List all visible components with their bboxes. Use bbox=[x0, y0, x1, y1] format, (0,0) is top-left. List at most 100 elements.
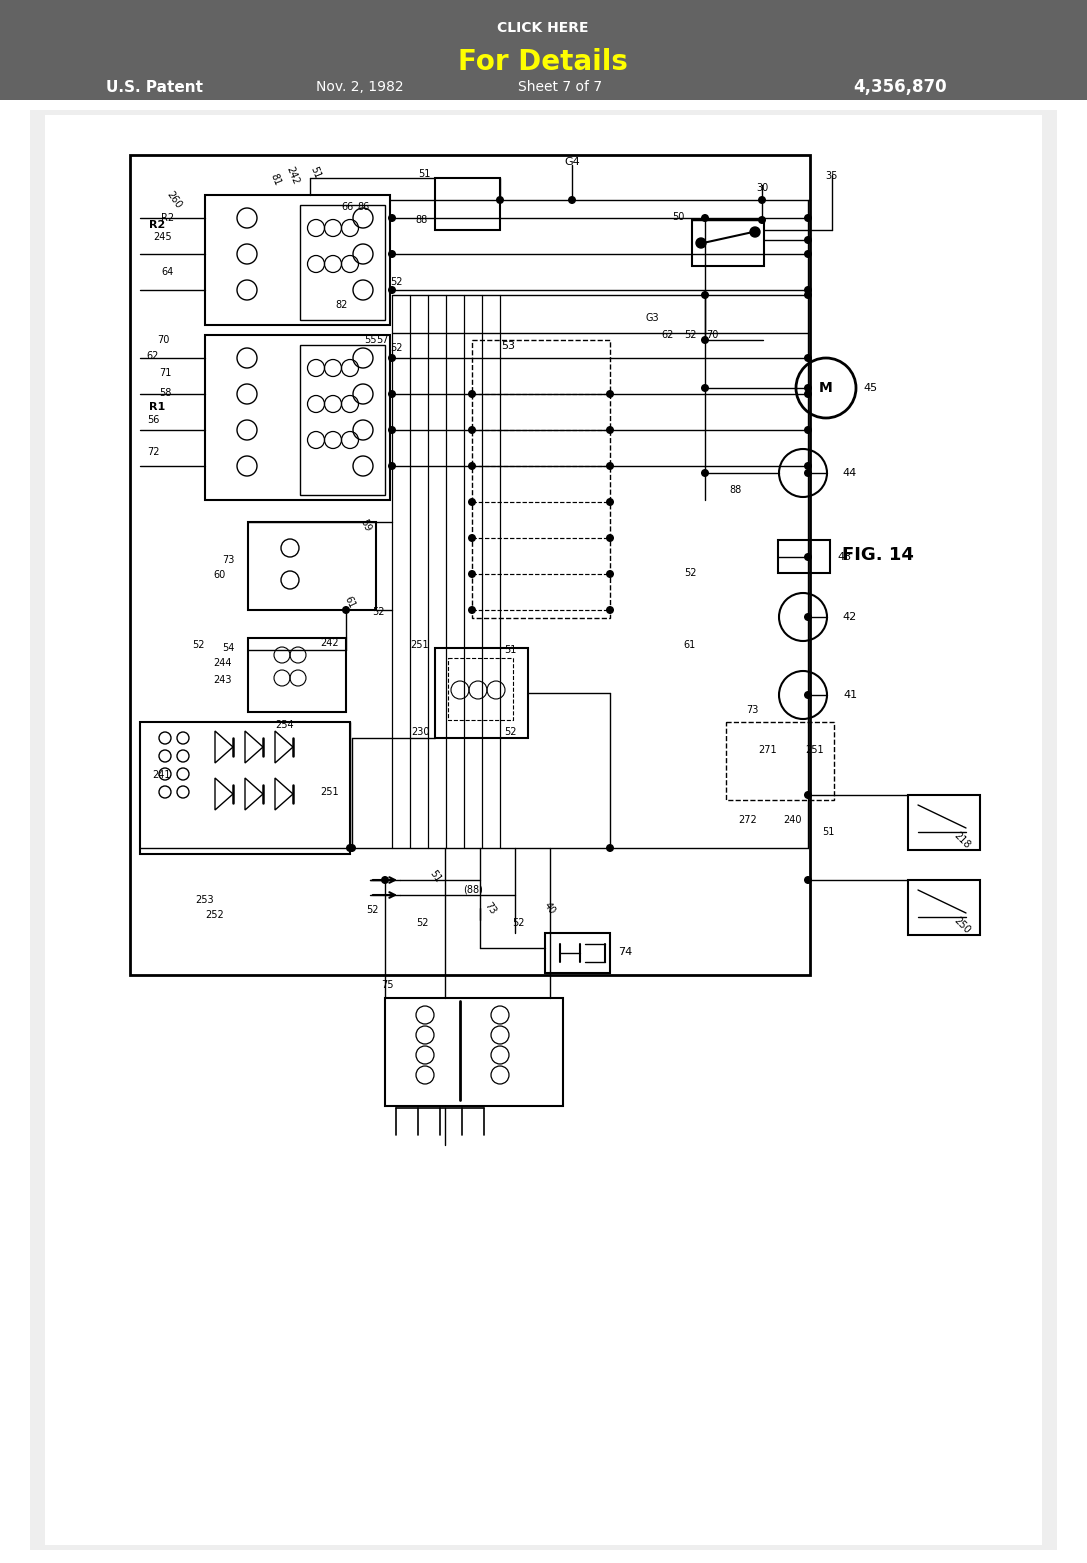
Circle shape bbox=[804, 353, 812, 363]
Circle shape bbox=[468, 535, 476, 542]
Text: 52: 52 bbox=[365, 905, 378, 914]
Text: 244: 244 bbox=[213, 658, 232, 667]
Text: 240: 240 bbox=[784, 814, 802, 825]
Circle shape bbox=[468, 463, 476, 470]
Bar bbox=[435, 649, 528, 738]
Circle shape bbox=[388, 286, 396, 294]
Text: 81: 81 bbox=[268, 172, 282, 188]
Circle shape bbox=[804, 214, 812, 222]
Text: 40: 40 bbox=[542, 900, 558, 916]
Text: 52: 52 bbox=[684, 567, 697, 578]
Text: 260: 260 bbox=[164, 189, 184, 211]
Text: 73: 73 bbox=[746, 705, 759, 714]
Bar bbox=[385, 999, 563, 1107]
Text: 245: 245 bbox=[153, 231, 173, 242]
Text: 86: 86 bbox=[357, 202, 370, 213]
Bar bbox=[778, 539, 830, 574]
Text: 250: 250 bbox=[952, 914, 972, 935]
Circle shape bbox=[758, 195, 766, 205]
Circle shape bbox=[348, 844, 357, 852]
Text: 272: 272 bbox=[739, 814, 758, 825]
Circle shape bbox=[804, 236, 812, 244]
Text: 64: 64 bbox=[162, 267, 174, 277]
Text: 52: 52 bbox=[390, 277, 402, 288]
Circle shape bbox=[346, 844, 354, 852]
Text: 35: 35 bbox=[826, 170, 838, 181]
Text: 243: 243 bbox=[213, 675, 232, 685]
Text: 53: 53 bbox=[501, 341, 515, 352]
Text: 253: 253 bbox=[196, 896, 214, 905]
Text: Nov. 2, 1982: Nov. 2, 1982 bbox=[316, 80, 403, 94]
Circle shape bbox=[605, 427, 614, 435]
Bar bbox=[300, 205, 385, 320]
Circle shape bbox=[804, 613, 812, 621]
Circle shape bbox=[750, 227, 760, 238]
Circle shape bbox=[696, 238, 705, 249]
Text: 52: 52 bbox=[372, 606, 384, 617]
Text: 50: 50 bbox=[672, 213, 684, 222]
Text: 73: 73 bbox=[483, 900, 498, 916]
Bar bbox=[248, 638, 346, 713]
Circle shape bbox=[388, 214, 396, 222]
Circle shape bbox=[605, 844, 614, 852]
Circle shape bbox=[804, 875, 812, 885]
Text: 51: 51 bbox=[417, 169, 430, 180]
Text: 45: 45 bbox=[863, 383, 877, 392]
Bar bbox=[472, 341, 610, 617]
Text: 43: 43 bbox=[838, 552, 852, 563]
Text: 52: 52 bbox=[415, 917, 428, 928]
Text: 66: 66 bbox=[342, 202, 354, 213]
Text: 54: 54 bbox=[222, 642, 234, 653]
Circle shape bbox=[388, 463, 396, 470]
Text: 52: 52 bbox=[684, 330, 697, 341]
Circle shape bbox=[605, 391, 614, 399]
Circle shape bbox=[605, 535, 614, 542]
Circle shape bbox=[468, 499, 476, 506]
Text: 242: 242 bbox=[321, 638, 339, 649]
Circle shape bbox=[605, 570, 614, 578]
Text: FIG. 14: FIG. 14 bbox=[842, 545, 914, 564]
Text: 51: 51 bbox=[427, 867, 442, 885]
Text: 75: 75 bbox=[380, 980, 393, 989]
Circle shape bbox=[758, 216, 766, 224]
Text: 59: 59 bbox=[359, 517, 373, 533]
Text: 74: 74 bbox=[617, 947, 633, 957]
Circle shape bbox=[605, 463, 614, 470]
Circle shape bbox=[569, 195, 576, 205]
Text: U.S. Patent: U.S. Patent bbox=[107, 80, 203, 94]
Text: 251: 251 bbox=[321, 788, 339, 797]
Circle shape bbox=[804, 427, 812, 435]
Circle shape bbox=[382, 875, 389, 885]
Circle shape bbox=[701, 384, 709, 392]
Circle shape bbox=[804, 791, 812, 799]
Text: 61: 61 bbox=[342, 594, 358, 610]
Text: 55: 55 bbox=[364, 334, 376, 345]
Text: G4: G4 bbox=[564, 156, 579, 167]
Bar bbox=[140, 722, 350, 853]
Text: 56: 56 bbox=[147, 416, 159, 425]
Bar bbox=[205, 334, 390, 500]
Bar bbox=[726, 722, 834, 800]
Circle shape bbox=[605, 606, 614, 614]
Circle shape bbox=[701, 291, 709, 299]
Circle shape bbox=[388, 427, 396, 435]
Text: 52: 52 bbox=[512, 917, 524, 928]
Circle shape bbox=[468, 427, 476, 435]
Bar bbox=[545, 933, 610, 974]
Text: 52: 52 bbox=[390, 342, 402, 353]
Text: (88): (88) bbox=[463, 885, 483, 896]
Text: 82: 82 bbox=[336, 300, 348, 309]
Text: 70: 70 bbox=[705, 330, 719, 341]
Circle shape bbox=[468, 391, 476, 399]
Bar bbox=[692, 220, 764, 266]
Circle shape bbox=[468, 606, 476, 614]
Text: 4,356,870: 4,356,870 bbox=[853, 78, 947, 95]
Text: 271: 271 bbox=[759, 746, 777, 755]
Text: For Details: For Details bbox=[458, 48, 628, 77]
Circle shape bbox=[468, 570, 476, 578]
Text: 73: 73 bbox=[222, 555, 234, 564]
Text: 52: 52 bbox=[191, 639, 204, 650]
Text: 51: 51 bbox=[308, 166, 322, 181]
Text: 44: 44 bbox=[842, 467, 858, 478]
Circle shape bbox=[388, 353, 396, 363]
